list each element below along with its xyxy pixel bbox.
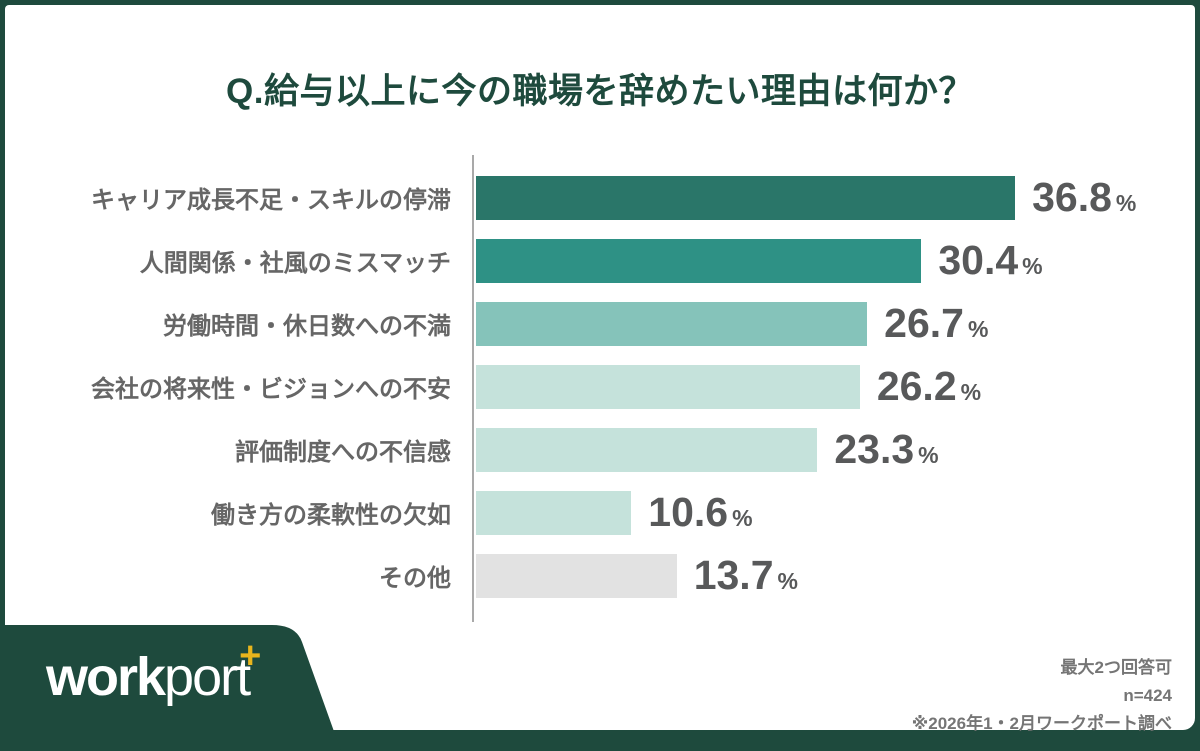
logo-text-por: por — [164, 647, 238, 707]
bar-value: 10.6% — [648, 489, 753, 535]
bar — [476, 490, 632, 535]
bar-value: 30.4% — [938, 237, 1043, 283]
chart-row: 労働時間・休日数への不満 26.7% — [0, 292, 1200, 355]
chart-title: Q.給与以上に今の職場を辞めたい理由は何か？ — [226, 72, 974, 111]
workport-logo: workport + — [46, 635, 262, 707]
bar-value: 36.8% — [1032, 174, 1137, 220]
chart-row: 働き方の柔軟性の欠如 10.6% — [0, 481, 1200, 544]
bar-chart: キャリア成長不足・スキルの停滞 36.8% 人間関係・社風のミスマッチ 30.4% 労働… — [0, 155, 1200, 622]
note-max-answers: 最大2つ回答可 — [1060, 658, 1172, 677]
note-source: ※2026年1・2月ワークポート調べ — [911, 714, 1172, 733]
chart-row: 会社の将来性・ビジョンへの不安 26.2% — [0, 355, 1200, 418]
bar-value: 26.2% — [876, 363, 982, 409]
bar — [476, 238, 922, 283]
logo-text-work: work — [46, 647, 166, 707]
chart-row: 評価制度への不信感 23.3% — [0, 418, 1200, 481]
chart-row: 人間関係・社風のミスマッチ 30.4% — [0, 229, 1200, 292]
bar — [476, 553, 677, 598]
bar-area: 10.6% — [476, 489, 1200, 535]
bar-value: 13.7% — [693, 552, 798, 598]
chart-rows: キャリア成長不足・スキルの停滞 36.8% 人間関係・社風のミスマッチ 30.4% 労働… — [0, 166, 1200, 607]
bar-area: 26.7% — [476, 300, 1200, 346]
bar-area: 23.3% — [476, 426, 1200, 472]
bar-area: 26.2% — [476, 363, 1200, 409]
logo-plate-shape — [0, 625, 341, 751]
bar-value: 26.7% — [884, 300, 989, 346]
bar-area: 13.7% — [476, 552, 1200, 598]
bar-area: 36.8% — [476, 174, 1200, 220]
bar-label: その他 — [379, 565, 451, 592]
bar — [476, 175, 1016, 220]
logo-plus-icon: + — [239, 635, 262, 677]
bar — [476, 427, 818, 472]
bar-area: 30.4% — [476, 237, 1200, 283]
chart-row: キャリア成長不足・スキルの停滞 36.8% — [0, 166, 1200, 229]
bar-label: 会社の将来性・ビジョンへの不安 — [91, 376, 451, 403]
bar-label: 労働時間・休日数への不満 — [163, 313, 451, 340]
note-sample-size: n=424 — [1123, 686, 1172, 705]
bar-value: 23.3% — [834, 426, 939, 472]
bar-label: キャリア成長不足・スキルの停滞 — [91, 187, 451, 214]
survey-notes: 最大2つ回答可 n=424 ※2026年1・2月ワークポート調べ — [912, 654, 1172, 738]
y-axis-line — [472, 155, 474, 622]
bar-label: 働き方の柔軟性の欠如 — [211, 502, 451, 529]
chart-row: その他 13.7% — [0, 544, 1200, 607]
bar — [476, 364, 860, 409]
bar-label: 人間関係・社風のミスマッチ — [139, 250, 451, 277]
bar — [476, 301, 868, 346]
logo-text-t: t + — [236, 635, 262, 707]
bar-label: 評価制度への不信感 — [235, 439, 451, 466]
